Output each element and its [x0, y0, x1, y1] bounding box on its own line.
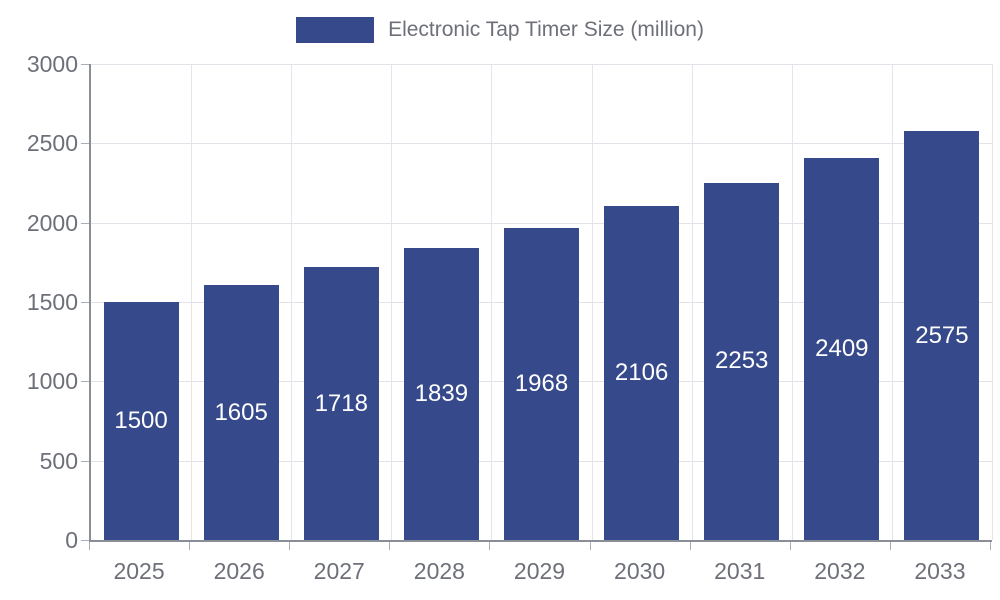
bar-value-label: 1500 [114, 407, 168, 434]
legend-label: Electronic Tap Timer Size (million) [388, 18, 704, 41]
x-tick-mark [889, 542, 891, 550]
y-tick-mark [81, 302, 89, 303]
h-gridline [91, 222, 992, 224]
y-tick-mark [81, 460, 89, 462]
x-tick-label: 2029 [513, 558, 566, 584]
v-gridline [691, 64, 693, 540]
y-tick-label: 1500 [26, 289, 78, 315]
x-tick-mark [990, 542, 991, 550]
x-tick-mark [189, 542, 191, 550]
bar-2031[interactable]: 2253 [704, 182, 780, 540]
x-tick-mark [89, 542, 90, 550]
y-tick-label: 3000 [26, 51, 78, 77]
x-tick-label: 2028 [413, 558, 465, 584]
bar-value-label: 2253 [715, 347, 769, 375]
y-tick-mark [81, 540, 89, 541]
legend-swatch [296, 17, 375, 43]
bar-value-label: 2575 [915, 321, 969, 349]
v-gridline [391, 64, 393, 540]
legend[interactable]: Electronic Tap Timer Size (million) [0, 17, 1000, 43]
bar-2027[interactable]: 1718 [303, 267, 379, 540]
v-gridline [491, 64, 493, 540]
bar-value-label: 2409 [815, 334, 869, 362]
v-gridline [191, 64, 193, 540]
h-gridline [91, 143, 992, 145]
x-tick-label: 2026 [213, 558, 265, 584]
bar-2029[interactable]: 1968 [504, 227, 579, 540]
x-tick-label: 2031 [714, 558, 766, 584]
bar-value-label: 1968 [514, 369, 569, 397]
bar-value-label: 2106 [614, 358, 669, 386]
y-tick-label: 2000 [26, 209, 78, 236]
y-tick-label: 500 [39, 447, 78, 474]
v-gridline [791, 64, 793, 540]
x-tick-label: 2027 [313, 558, 365, 584]
v-gridline [591, 64, 593, 540]
y-tick-mark [81, 143, 89, 145]
x-tick-label: 2025 [113, 558, 165, 584]
x-tick-label: 2032 [814, 558, 866, 584]
x-tick-mark [289, 542, 291, 550]
y-tick-label: 1000 [26, 368, 78, 395]
bar-2032[interactable]: 2409 [804, 157, 880, 540]
bar-2030[interactable]: 2106 [604, 205, 680, 540]
bar-2026[interactable]: 1605 [203, 285, 279, 540]
bar-2028[interactable]: 1839 [403, 248, 479, 540]
y-tick-mark [81, 381, 89, 383]
y-tick-mark [81, 64, 89, 65]
x-tick-mark [789, 542, 791, 550]
x-tick-label: 2030 [614, 558, 666, 584]
x-tick-mark [389, 542, 391, 550]
y-tick-label: 2500 [26, 130, 78, 157]
v-gridline [992, 64, 993, 540]
plot-area: 1500 1605 1718 1839 1968 2106 2253 2409 2575 [89, 64, 993, 542]
bar-value-label: 1605 [214, 398, 268, 426]
x-tick-mark [589, 542, 591, 550]
v-gridline [291, 64, 293, 540]
x-tick-mark [689, 542, 691, 550]
bar-2033[interactable]: 2575 [904, 131, 980, 540]
y-tick-label: 0 [65, 527, 78, 553]
y-axis: 0 500 1000 1500 2000 2500 3000 [0, 0, 78, 600]
x-tick-mark [489, 542, 491, 550]
v-gridline [891, 64, 893, 540]
y-tick-mark [81, 222, 89, 224]
h-gridline [91, 64, 992, 65]
bar-value-label: 1718 [314, 389, 368, 417]
bar-value-label: 1839 [414, 380, 469, 408]
bar-2025[interactable]: 1500 [103, 302, 179, 540]
x-tick-label: 2033 [914, 558, 966, 584]
